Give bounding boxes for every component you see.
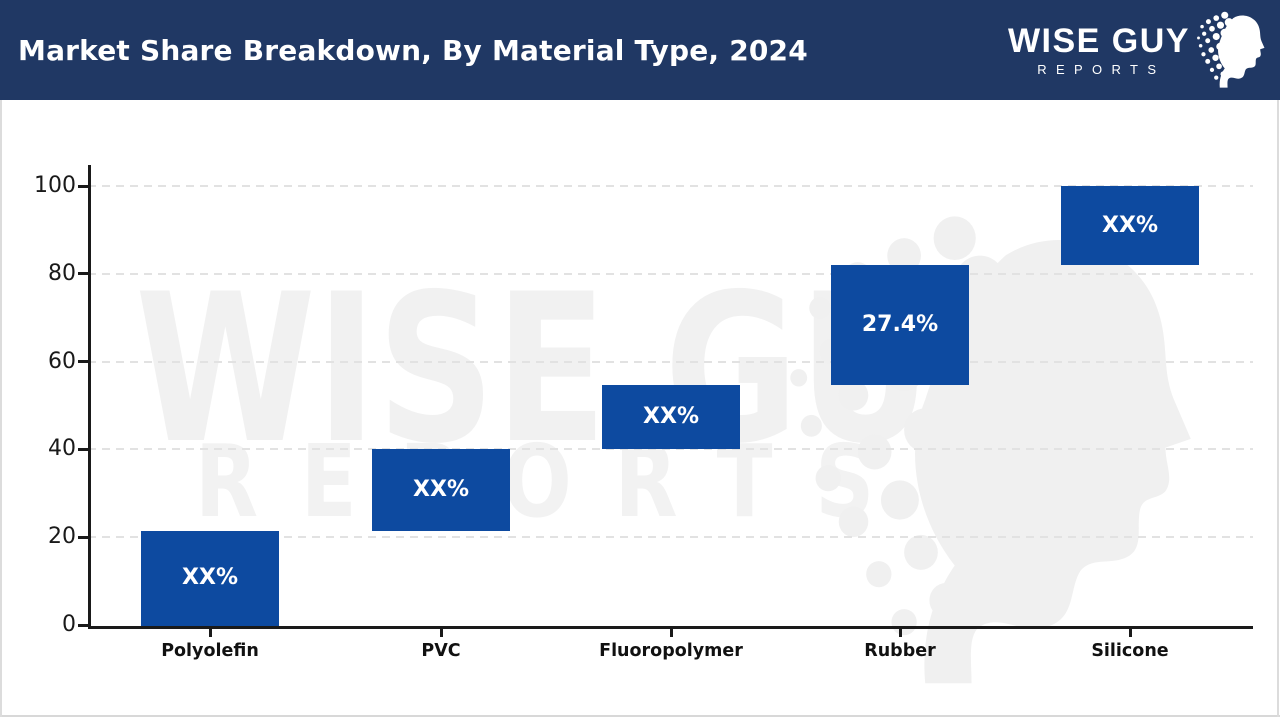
brand-logo-text: WISE GUY REPORTS bbox=[1008, 24, 1190, 76]
bar-rubber bbox=[831, 265, 969, 386]
y-axis-tick-100 bbox=[78, 184, 88, 188]
bar-value-label-fluoropolymer: XX% bbox=[643, 404, 699, 430]
y-axis-line bbox=[88, 165, 91, 629]
watermark-subtitle: REPORTS bbox=[195, 423, 917, 540]
y-axis-tick-60 bbox=[78, 360, 88, 364]
page-title: Market Share Breakdown, By Material Type… bbox=[18, 33, 808, 67]
bar-pvc bbox=[372, 449, 510, 531]
y-axis-tick-20 bbox=[78, 535, 88, 539]
x-axis-tick-silicone bbox=[1128, 629, 1132, 637]
y-axis-label-20: 20 bbox=[48, 524, 76, 550]
gridline-60 bbox=[88, 360, 1253, 363]
y-axis-tick-40 bbox=[78, 447, 88, 451]
bar-fluoropolymer bbox=[602, 385, 740, 450]
gridline-20 bbox=[88, 536, 1253, 539]
x-axis-label-rubber: Rubber bbox=[864, 641, 936, 661]
bar-value-label-silicone: XX% bbox=[1102, 212, 1158, 238]
y-axis-label-80: 80 bbox=[48, 260, 76, 286]
page-bottom-border bbox=[0, 715, 1280, 717]
x-axis-label-pvc: PVC bbox=[421, 641, 461, 661]
gridline-100 bbox=[88, 185, 1253, 187]
x-axis-tick-fluoropolymer bbox=[669, 629, 673, 637]
y-axis-tick-80 bbox=[78, 272, 88, 276]
y-axis-tick-0 bbox=[78, 623, 88, 627]
y-axis-label-100: 100 bbox=[34, 173, 76, 198]
x-axis-label-fluoropolymer: Fluoropolymer bbox=[599, 641, 743, 661]
x-axis-label-silicone: Silicone bbox=[1091, 641, 1169, 661]
x-axis-line bbox=[88, 626, 1253, 629]
header: Market Share Breakdown, By Material Type… bbox=[0, 0, 1280, 100]
brand-subtitle: REPORTS bbox=[1037, 62, 1166, 77]
x-axis-label-polyolefin: Polyolefin bbox=[161, 641, 259, 661]
brand-wordmark: WISE GUY bbox=[1007, 22, 1190, 60]
bar-silicone bbox=[1061, 186, 1199, 266]
watermark-face-icon bbox=[790, 216, 1191, 684]
page-left-border bbox=[0, 100, 2, 717]
bar-value-label-pvc: XX% bbox=[413, 477, 469, 502]
x-axis-tick-polyolefin bbox=[208, 629, 212, 637]
brand-logo: WISE GUY REPORTS bbox=[1008, 11, 1266, 89]
y-axis-label-60: 60 bbox=[48, 348, 76, 374]
x-axis-tick-pvc bbox=[439, 629, 443, 637]
gridline-40 bbox=[88, 448, 1253, 451]
gridline-80 bbox=[88, 272, 1253, 275]
bar-value-label-polyolefin: XX% bbox=[182, 565, 238, 591]
page-right-border bbox=[1277, 100, 1279, 717]
bar-polyolefin bbox=[141, 530, 279, 626]
x-axis-tick-rubber bbox=[898, 629, 902, 637]
bar-value-label-rubber: 27.4% bbox=[861, 312, 939, 338]
y-axis-label-40: 40 bbox=[48, 436, 76, 462]
y-axis-label-0: 0 bbox=[62, 612, 76, 637]
wiseguy-face-icon bbox=[1197, 11, 1265, 88]
